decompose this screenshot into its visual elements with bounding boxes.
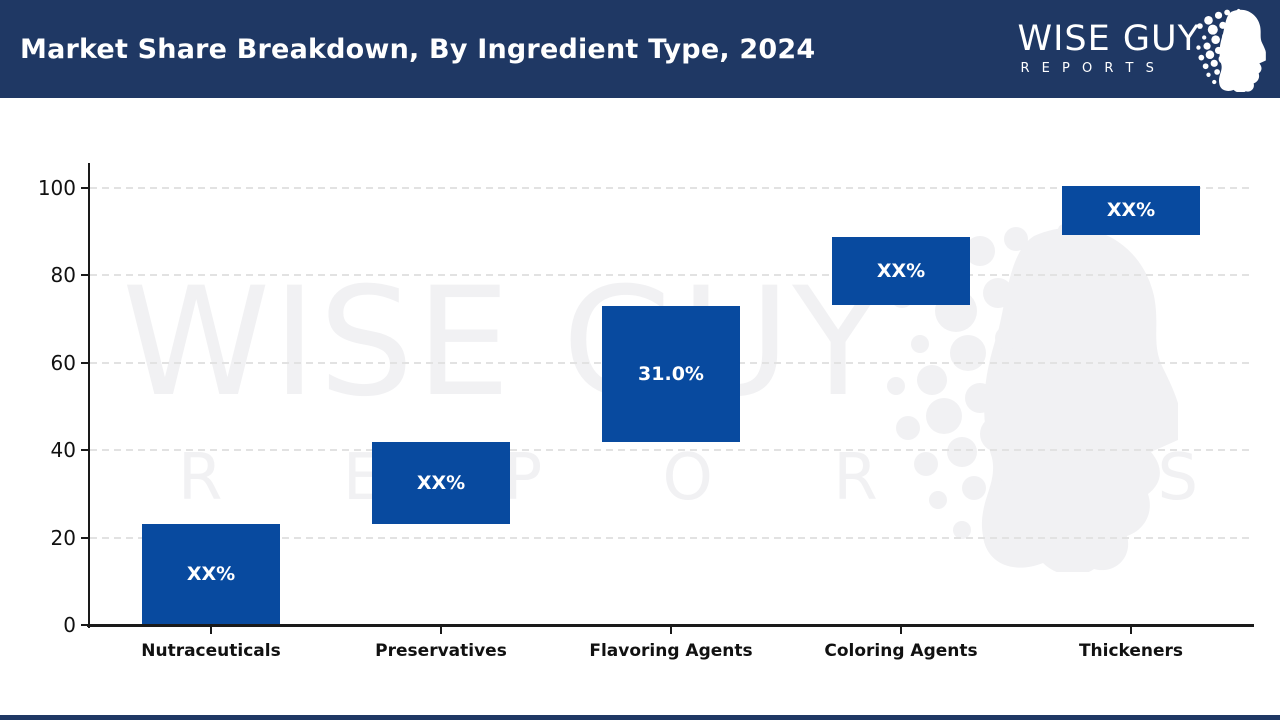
page-title: Market Share Breakdown, By Ingredient Ty… [20,33,816,65]
x-tick-coloring-agents [900,626,902,634]
logo-wordmark: WISE GUY [1017,19,1200,59]
y-tick-label-40: 40 [50,438,76,462]
y-tick-label-80: 80 [50,263,76,287]
y-tick-0 [81,624,88,626]
bar-value-label-flavoring-agents: 31.0% [638,362,704,385]
category-label-coloring-agents: Coloring Agents [824,641,978,661]
logo-subtext: R E P O R T S [1020,61,1158,76]
bar-value-label-thickeners: XX% [1106,199,1156,222]
y-tick-label-20: 20 [50,525,76,550]
bar-flavoring-agents [602,306,740,442]
bar-preservatives [372,441,510,524]
bar-nutraceuticals [142,523,280,625]
category-label-flavoring-agents: Flavoring Agents [589,641,753,661]
x-tick-nutraceuticals [210,626,212,634]
y-tick-label-100: 100 [37,175,76,200]
bar-value-label-preservatives: XX% [416,471,466,494]
footer-bar [0,715,1280,720]
category-label-thickeners: Thickeners [1078,641,1184,661]
y-tick-40 [81,449,88,451]
gridline-y20 [90,536,1253,539]
gridline-y100 [90,186,1253,189]
y-axis [87,163,90,628]
bar-value-label-nutraceuticals: XX% [186,563,236,586]
x-tick-preservatives [440,626,442,634]
y-tick-100 [81,186,88,189]
brand-logo-text: WISE GUY R E P O R T S [1017,19,1200,77]
gridline-y40 [90,449,1253,451]
brand-logo: WISE GUY R E P O R T S [1017,6,1266,92]
gridline-y80 [90,274,1253,276]
category-label-preservatives: Preservatives [375,641,507,661]
y-tick-20 [81,536,88,539]
header-bar: Market Share Breakdown, By Ingredient Ty… [0,0,1280,98]
x-tick-flavoring-agents [670,626,672,634]
y-tick-label-60: 60 [50,350,76,375]
category-label-nutraceuticals: Nutraceuticals [141,641,281,661]
x-axis [87,624,1254,627]
x-tick-thickeners [1130,626,1132,634]
y-tick-60 [81,361,88,364]
bar-value-label-coloring-agents: XX% [876,260,926,283]
y-tick-80 [81,274,88,276]
y-tick-label-0: 0 [63,613,76,637]
